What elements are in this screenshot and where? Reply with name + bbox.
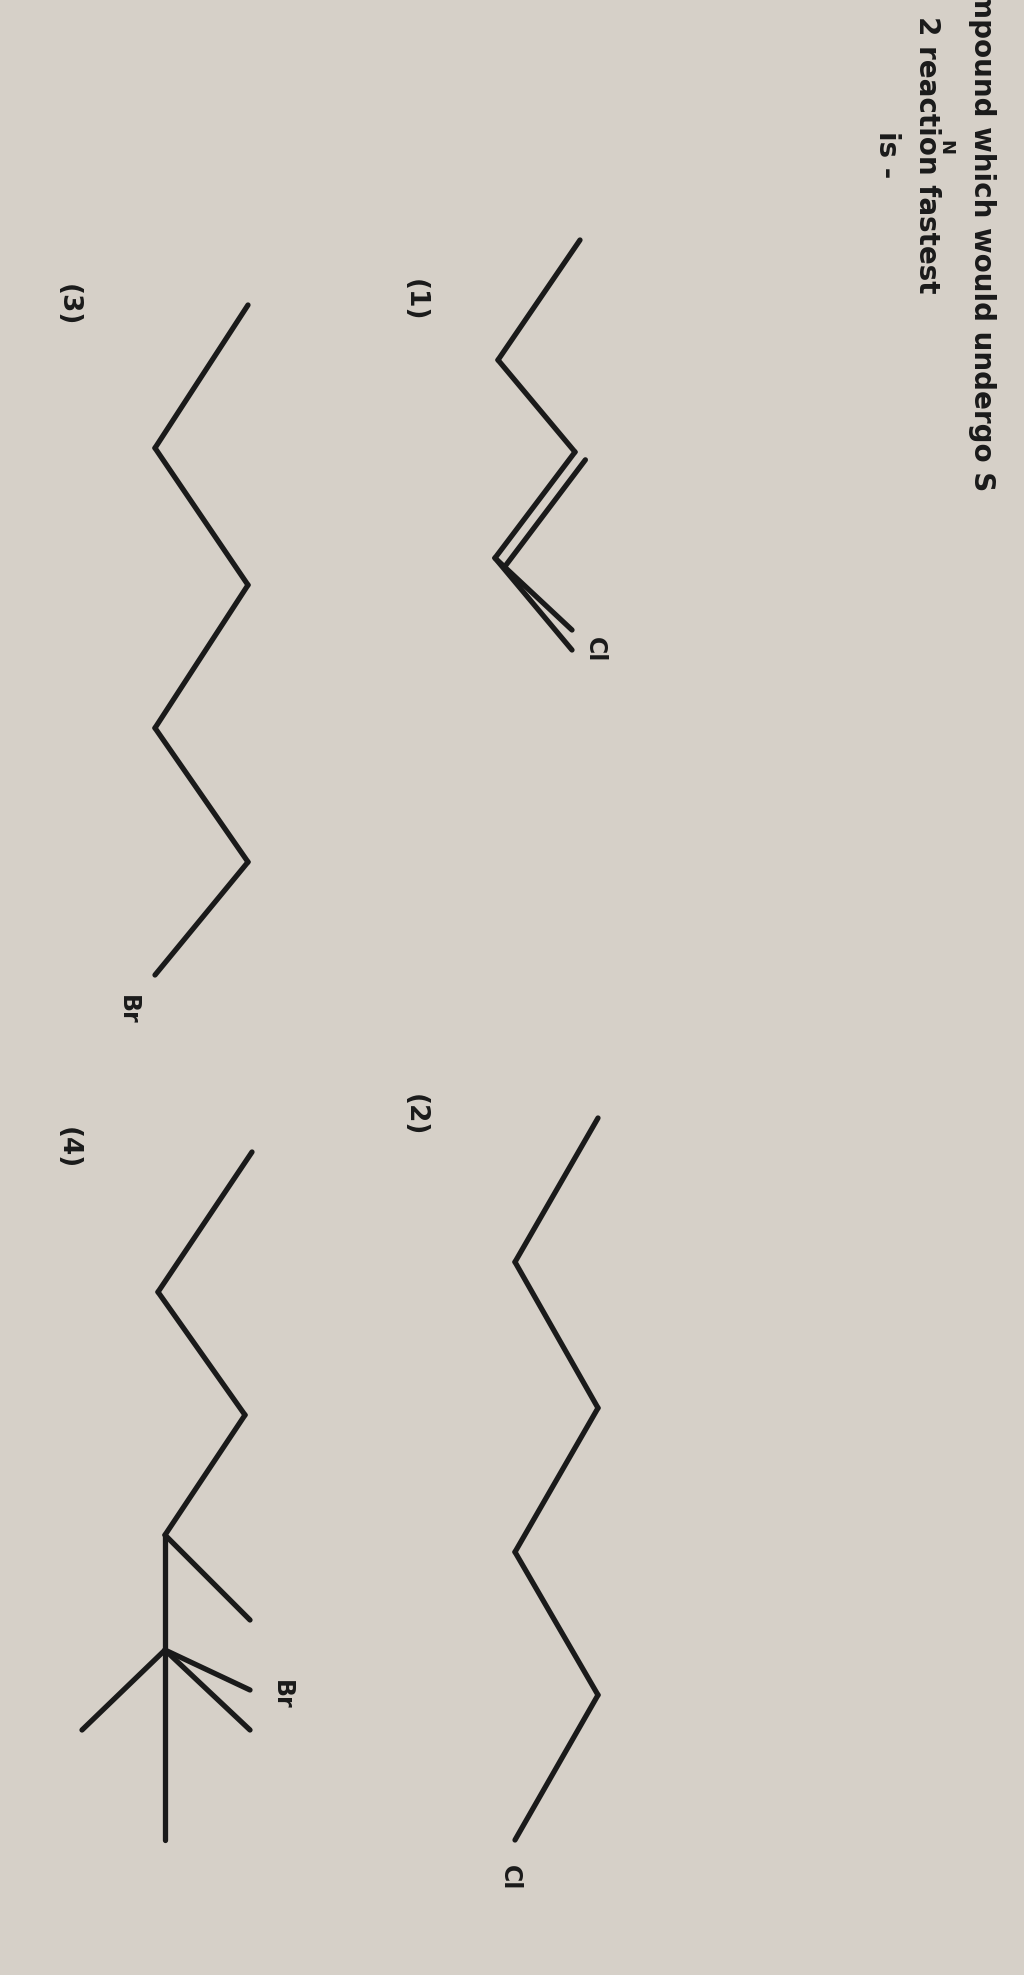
Text: Cl: Cl [583,638,607,664]
Text: Cl: Cl [498,1864,522,1890]
Text: 49.  The compound which would undergo S: 49. The compound which would undergo S [968,0,996,492]
Text: (3): (3) [55,284,81,326]
Text: Br: Br [270,1681,294,1710]
Text: N: N [936,140,954,154]
Text: (2): (2) [402,1094,428,1136]
Text: (4): (4) [55,1128,81,1169]
Text: 2 reaction fastest: 2 reaction fastest [913,16,941,294]
Text: is -: is - [873,132,901,178]
Text: (1): (1) [402,278,428,322]
Text: Br: Br [116,995,140,1025]
